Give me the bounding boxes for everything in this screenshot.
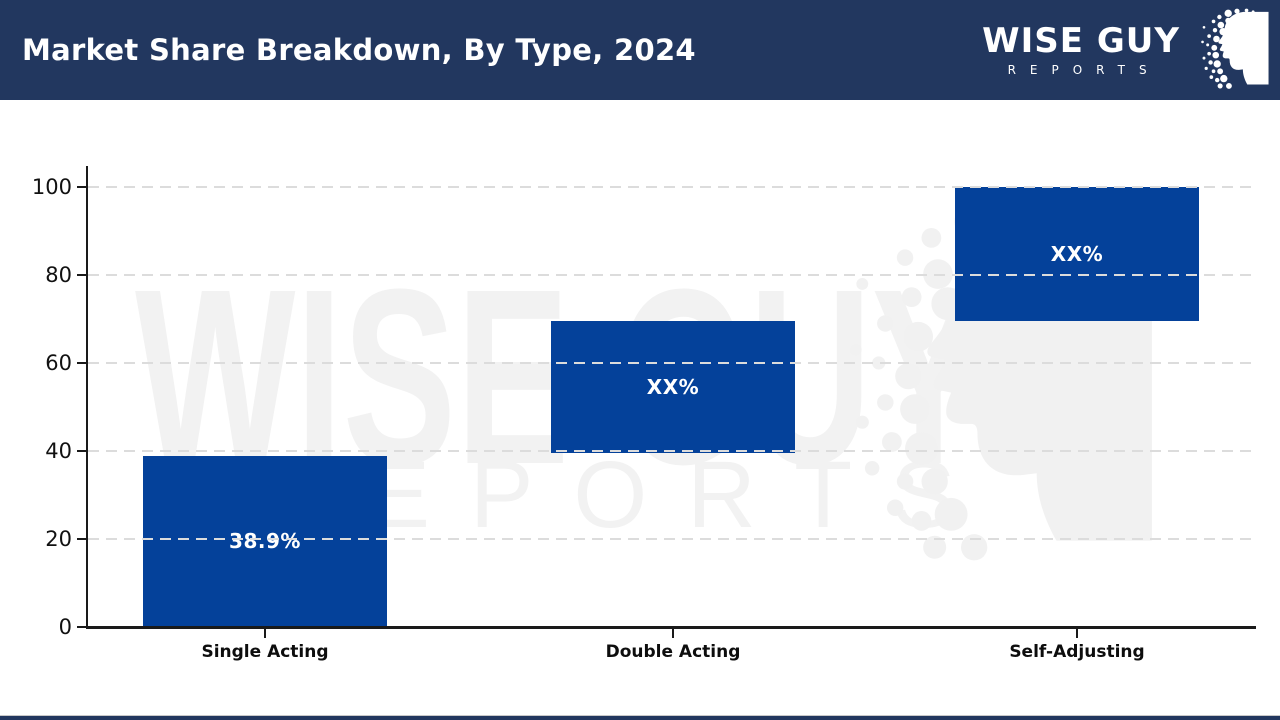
y-tick-60 [77, 362, 86, 364]
y-tick-label-80: 80 [45, 263, 72, 287]
y-tick-label-100: 100 [31, 175, 72, 199]
gridline-40 [88, 450, 1256, 452]
y-tick-0 [77, 626, 86, 628]
bar-value-label-single-acting: 38.9% [229, 529, 301, 554]
bar-value-label-self-adjusting: XX% [1050, 242, 1104, 267]
y-tick-100 [77, 186, 86, 188]
y-axis-line [86, 166, 88, 628]
brand-name-text: WISE GUY [982, 20, 1180, 61]
y-tick-label-20: 20 [45, 527, 72, 551]
gridline-100 [88, 186, 1256, 188]
y-tick-20 [77, 538, 86, 540]
gridline-20 [88, 538, 1256, 540]
chart-title: Market Share Breakdown, By Type, 2024 [22, 33, 696, 67]
gridline-80 [88, 274, 1256, 276]
x-tick-self-adjusting [1076, 629, 1078, 638]
footer-bar [0, 716, 1280, 720]
bar-double-acting: XX% [551, 321, 795, 454]
x-axis-label-single-acting: Single Acting [201, 642, 329, 662]
brand-logo: WISE GUY REPORTS [982, 8, 1270, 92]
bar-value-label-double-acting: XX% [646, 375, 700, 400]
x-axis-label-double-acting: Double Acting [605, 642, 741, 662]
brand-logo-text: WISE GUY REPORTS [982, 24, 1180, 77]
x-axis-line [86, 626, 1256, 629]
brand-face-icon [1201, 8, 1269, 89]
brand-reports-text: REPORTS [1007, 62, 1161, 77]
y-tick-label-60: 60 [45, 351, 72, 375]
x-tick-double-acting [672, 629, 674, 638]
y-tick-80 [77, 274, 86, 276]
y-tick-label-0: 0 [58, 615, 72, 639]
gridline-60 [88, 362, 1256, 364]
x-tick-single-acting [264, 629, 266, 638]
header-bar: Market Share Breakdown, By Type, 2024 WI… [0, 0, 1280, 100]
bar-self-adjusting: XX% [955, 187, 1199, 322]
y-tick-label-40: 40 [45, 439, 72, 463]
footer-divider [0, 715, 1280, 716]
x-axis-label-self-adjusting: Self-Adjusting [1009, 642, 1145, 662]
bar-single-acting: 38.9% [143, 455, 387, 627]
y-tick-40 [77, 450, 86, 452]
